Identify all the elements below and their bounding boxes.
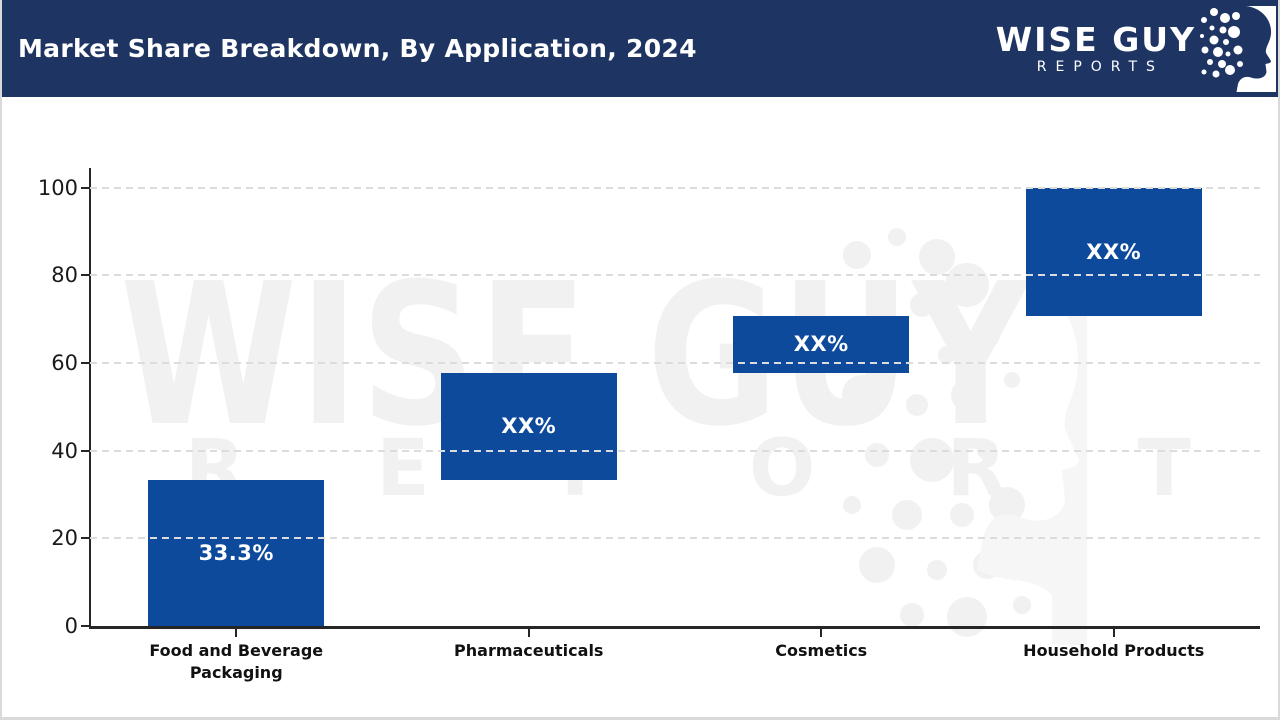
x-tick-mark — [1112, 629, 1115, 637]
y-tick-label: 80 — [51, 263, 78, 288]
y-tick-label: 60 — [51, 350, 78, 375]
y-tick-mark — [81, 537, 90, 540]
face-dots-icon — [1190, 2, 1276, 96]
y-axis-line — [89, 168, 91, 629]
y-tick-label: 0 — [64, 614, 78, 638]
brand-subname: REPORTS — [1036, 58, 1164, 75]
bar-value-label: XX% — [793, 332, 849, 357]
brand-name: WISE GUY — [995, 19, 1196, 59]
watermark-face-dots-icon — [817, 215, 1087, 649]
brand-logo-text: WISE GUY REPORTS — [996, 23, 1196, 75]
gridline-y40 — [90, 449, 1260, 452]
y-tick-label: 40 — [51, 438, 78, 463]
gridline-y60 — [90, 361, 1260, 364]
y-tick-mark — [81, 274, 90, 277]
y-tick-mark — [81, 625, 90, 627]
header-band: Market Share Breakdown, By Application, … — [2, 0, 1278, 97]
bar-value-label: 33.3% — [198, 540, 274, 565]
page-title: Market Share Breakdown, By Application, … — [18, 34, 697, 63]
category-label: Food and Beverage Packaging — [149, 641, 324, 682]
y-tick-label: 100 — [37, 175, 78, 200]
watermark-reports-text: R E P O R T S — [185, 424, 1278, 514]
bar-value-label: XX% — [1086, 239, 1142, 264]
brand-logo: WISE GUY REPORTS — [996, 2, 1278, 96]
y-tick-mark — [81, 361, 90, 364]
gridline-y20 — [90, 537, 1260, 540]
bar-segment: 33.3% — [148, 479, 325, 626]
y-tick-mark — [81, 186, 90, 189]
category-label: Pharmaceuticals — [454, 641, 604, 660]
bar-segment: XX% — [733, 315, 910, 373]
y-tick-mark — [81, 449, 90, 452]
gridline-y80 — [90, 274, 1260, 277]
bar-segment: XX% — [1025, 187, 1202, 316]
bar-segment: XX% — [440, 372, 617, 480]
category-label: Cosmetics — [775, 641, 868, 660]
x-tick-mark — [235, 629, 238, 637]
x-tick-mark — [820, 629, 823, 637]
x-tick-mark — [527, 629, 530, 637]
bar-value-label: XX% — [501, 414, 557, 439]
x-axis-line — [90, 626, 1260, 629]
gridline-y100 — [90, 186, 1260, 189]
y-tick-label: 20 — [51, 526, 78, 551]
category-label: Household Products — [1023, 641, 1205, 660]
